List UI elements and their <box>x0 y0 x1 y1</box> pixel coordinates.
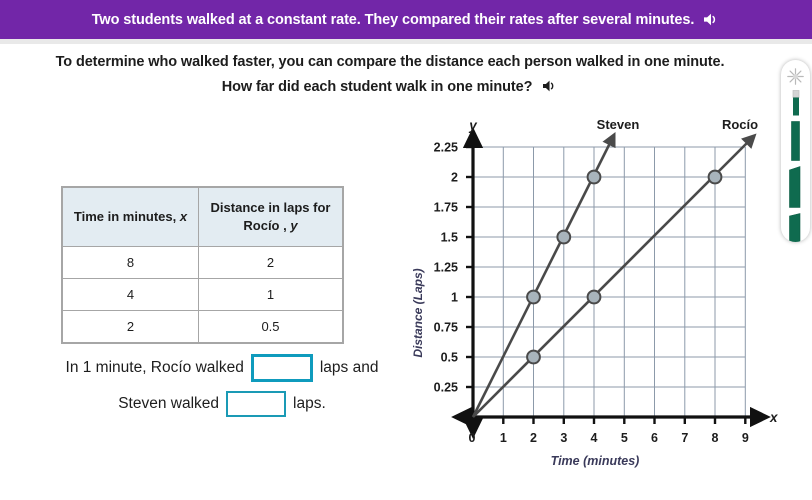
series-line-steven <box>471 132 616 418</box>
table-row: 2 0.5 <box>62 310 343 343</box>
table-header-distance-sub: Rocío , <box>243 218 287 233</box>
x-axis-symbol: x <box>769 410 778 425</box>
table-header-time: Time in minutes, x <box>62 187 199 247</box>
xtick-6: 6 <box>651 431 658 445</box>
data-point <box>526 289 541 305</box>
series-label-rocio: Rocío <box>722 117 758 132</box>
ytick-175: 1.75 <box>434 201 458 215</box>
eraser-tool[interactable] <box>787 166 805 208</box>
ytick-05: 0.5 <box>441 351 458 365</box>
answer-text-second-prefix: Steven walked <box>118 395 220 412</box>
xtick-1: 1 <box>500 431 507 445</box>
series-points-steven <box>526 169 602 305</box>
ytick-125: 1.25 <box>434 261 458 275</box>
ytick-025: 0.25 <box>434 381 458 395</box>
speaker-icon[interactable] <box>542 79 558 93</box>
distance-time-graph: 0 1 2 3 4 5 6 7 8 9 0.25 0.5 0.75 1 1.25… <box>400 108 790 488</box>
ytick-15: 1.5 <box>441 231 458 245</box>
table-cell-time: 4 <box>62 278 199 311</box>
y-axis-title: Distance (Laps) <box>411 268 425 357</box>
xtick-7: 7 <box>681 431 688 445</box>
ytick-2: 2 <box>451 171 458 185</box>
ytick-1: 1 <box>451 291 458 305</box>
chart-y-tick-labels: 0.25 0.5 0.75 1 1.25 1.5 1.75 2 2.25 <box>434 141 458 395</box>
annotation-toolbar[interactable] <box>781 60 810 242</box>
marker-tool[interactable] <box>787 121 805 161</box>
answer-text-suffix: laps. <box>293 395 326 412</box>
xtick-9: 9 <box>742 431 749 445</box>
series-points-rocio <box>526 169 723 365</box>
ytick-075: 0.75 <box>434 321 458 335</box>
table-row: 8 2 <box>62 246 343 279</box>
table-row: 4 1 <box>62 278 343 311</box>
steven-laps-input[interactable] <box>226 391 287 417</box>
xtick-8: 8 <box>712 431 719 445</box>
ytick-225: 2.25 <box>434 141 458 155</box>
table-cell-time: 2 <box>62 310 199 343</box>
data-point <box>586 169 602 185</box>
table-header-distance-label: Distance in laps for <box>210 200 331 215</box>
table-header-time-var: x <box>179 209 188 224</box>
prompt-line-1: To determine who walked faster, you can … <box>55 54 725 70</box>
data-point <box>707 169 723 185</box>
data-point <box>556 229 572 245</box>
sparkle-icon[interactable] <box>787 68 805 85</box>
data-point <box>586 289 602 305</box>
lesson-banner: Two students walked at a constant rate. … <box>0 0 812 39</box>
table-cell-distance: 1 <box>198 278 343 311</box>
answer-sentence: In 1 minute, Rocío walked laps and Steve… <box>22 350 422 422</box>
table-cell-distance: 0.5 <box>198 310 343 343</box>
series-label-steven: Steven <box>597 117 640 132</box>
table-cell-distance: 2 <box>198 246 343 279</box>
chart-x-ticks <box>502 417 747 424</box>
table-header-distance-var: y <box>290 218 298 233</box>
xtick-4: 4 <box>591 431 598 445</box>
pen-tool[interactable] <box>787 213 805 242</box>
banner-title: Two students walked at a constant rate. … <box>91 11 695 28</box>
table-cell-time: 8 <box>62 246 199 279</box>
table-header-time-label: Time in minutes, <box>73 209 177 224</box>
banner-divider <box>0 39 812 44</box>
question-prompt: To determine who walked faster, you can … <box>0 50 780 100</box>
answer-text-middle: laps and <box>319 359 379 376</box>
chart-y-ticks <box>466 145 473 389</box>
rocio-data-table: Time in minutes, x Distance in laps for … <box>61 186 344 344</box>
xtick-2: 2 <box>530 431 537 445</box>
answer-text-prefix: In 1 minute, Rocío walked <box>65 359 244 376</box>
rocio-laps-input[interactable] <box>250 354 313 382</box>
chart-x-tick-labels: 0 1 2 3 4 5 6 7 8 9 <box>469 431 749 445</box>
xtick-5: 5 <box>621 431 628 445</box>
prompt-line-2: How far did each student walk in one min… <box>221 79 533 95</box>
table-header-row: Time in minutes, x Distance in laps for … <box>62 187 343 247</box>
xtick-0: 0 <box>469 431 476 445</box>
xtick-3: 3 <box>560 431 567 445</box>
highlighter-tool[interactable] <box>787 90 805 116</box>
y-axis-symbol: y <box>468 118 478 133</box>
data-point <box>526 349 541 365</box>
chart-axes <box>451 127 771 439</box>
speaker-icon[interactable] <box>703 12 720 27</box>
series-line-rocio <box>472 133 757 418</box>
x-axis-title: Time (minutes) <box>551 454 640 468</box>
table-header-distance: Distance in laps for Rocío , y <box>198 187 343 247</box>
